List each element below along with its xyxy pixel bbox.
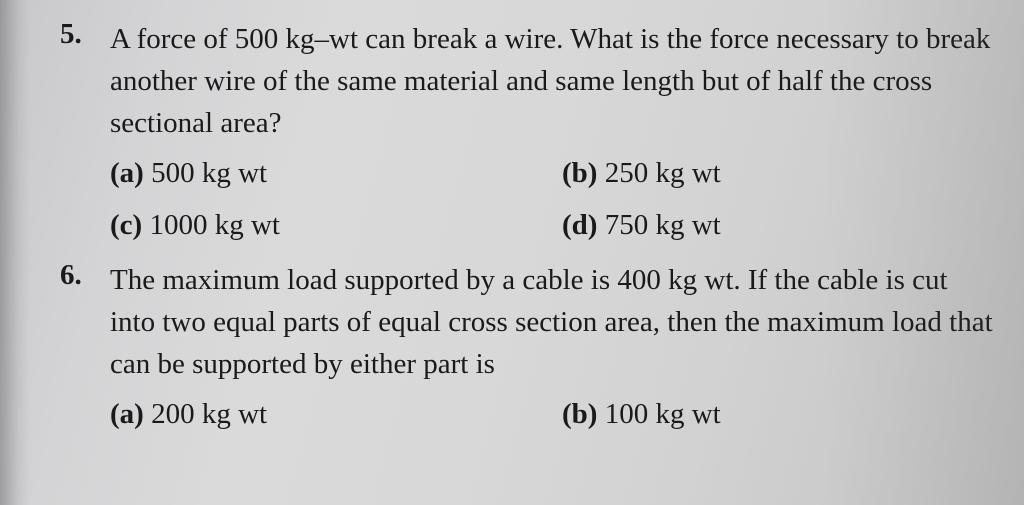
option-text: 250 kg wt	[605, 157, 721, 189]
question-number: 5.	[60, 18, 110, 51]
question-6: 6. The maximum load supported by a cable…	[60, 259, 994, 437]
question-header: 6. The maximum load supported by a cable…	[60, 259, 994, 385]
option-text: 200 kg wt	[151, 398, 267, 430]
option-label: (a)	[110, 157, 144, 189]
option-label: (a)	[110, 398, 144, 430]
option-text: 750 kg wt	[605, 209, 721, 241]
question-5: 5. A force of 500 kg–wt can break a wire…	[60, 18, 994, 247]
question-text: A force of 500 kg–wt can break a wire. W…	[110, 18, 994, 144]
option-a: (a) 200 kg wt	[110, 393, 542, 437]
options-grid: (a) 500 kg wt (b) 250 kg wt (c) 1000 kg …	[110, 152, 994, 247]
option-label: (c)	[110, 209, 142, 241]
question-text: The maximum load supported by a cable is…	[110, 259, 994, 385]
option-b: (b) 250 kg wt	[562, 152, 994, 196]
option-label: (d)	[562, 209, 597, 241]
option-text: 100 kg wt	[605, 398, 721, 430]
question-header: 5. A force of 500 kg–wt can break a wire…	[60, 18, 994, 144]
option-text: 1000 kg wt	[149, 209, 280, 241]
options-grid: (a) 200 kg wt (b) 100 kg wt	[110, 393, 994, 437]
option-label: (b)	[562, 157, 597, 189]
question-number: 6.	[60, 259, 110, 292]
option-d: (d) 750 kg wt	[562, 204, 994, 248]
option-label: (b)	[562, 398, 597, 430]
option-b: (b) 100 kg wt	[562, 393, 994, 437]
option-text: 500 kg wt	[151, 157, 267, 189]
option-c: (c) 1000 kg wt	[110, 204, 542, 248]
option-a: (a) 500 kg wt	[110, 152, 542, 196]
